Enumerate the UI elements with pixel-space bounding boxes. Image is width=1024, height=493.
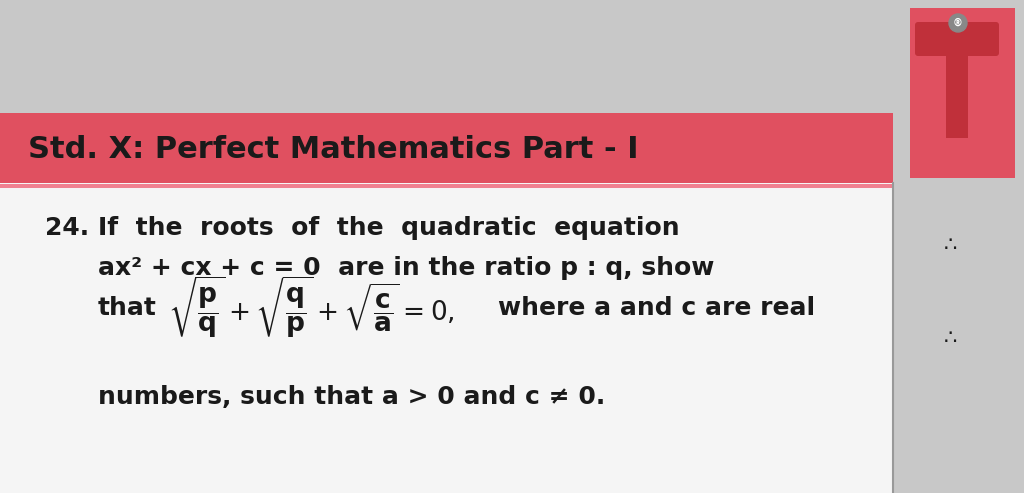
Circle shape <box>949 14 967 32</box>
FancyBboxPatch shape <box>915 22 999 56</box>
Text: ∴: ∴ <box>943 235 956 255</box>
Text: where a and c are real: where a and c are real <box>498 296 815 320</box>
Text: $\sqrt{\dfrac{\mathbf{p}}{\mathbf{q}}} + \sqrt{\dfrac{\mathbf{q}}{\mathbf{p}}} +: $\sqrt{\dfrac{\mathbf{p}}{\mathbf{q}}} +… <box>168 275 455 341</box>
Text: If  the  roots  of  the  quadratic  equation: If the roots of the quadratic equation <box>98 216 680 240</box>
Bar <box>0 183 893 493</box>
Bar <box>946 50 968 138</box>
Text: ®: ® <box>953 18 963 28</box>
Bar <box>0 113 893 185</box>
Text: numbers, such that a > 0 and c ≠ 0.: numbers, such that a > 0 and c ≠ 0. <box>98 385 605 409</box>
Bar <box>893 0 1024 493</box>
Bar <box>893 0 1024 185</box>
Bar <box>0 0 1024 113</box>
Text: that: that <box>98 296 157 320</box>
Text: Std. X: Perfect Mathematics Part - I: Std. X: Perfect Mathematics Part - I <box>28 135 639 164</box>
Bar <box>910 8 1015 178</box>
Bar <box>0 184 893 188</box>
Text: ax² + cx + c = 0  are in the ratio p : q, show: ax² + cx + c = 0 are in the ratio p : q,… <box>98 256 715 280</box>
Text: 24.: 24. <box>45 216 89 240</box>
Text: ∴: ∴ <box>943 328 956 348</box>
